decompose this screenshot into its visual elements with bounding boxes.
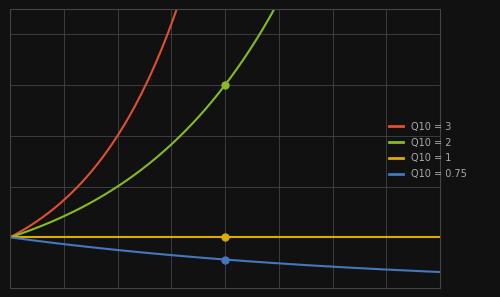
Legend: Q10 = 3, Q10 = 2, Q10 = 1, Q10 = 0.75: Q10 = 3, Q10 = 2, Q10 = 1, Q10 = 0.75 [387,120,469,181]
